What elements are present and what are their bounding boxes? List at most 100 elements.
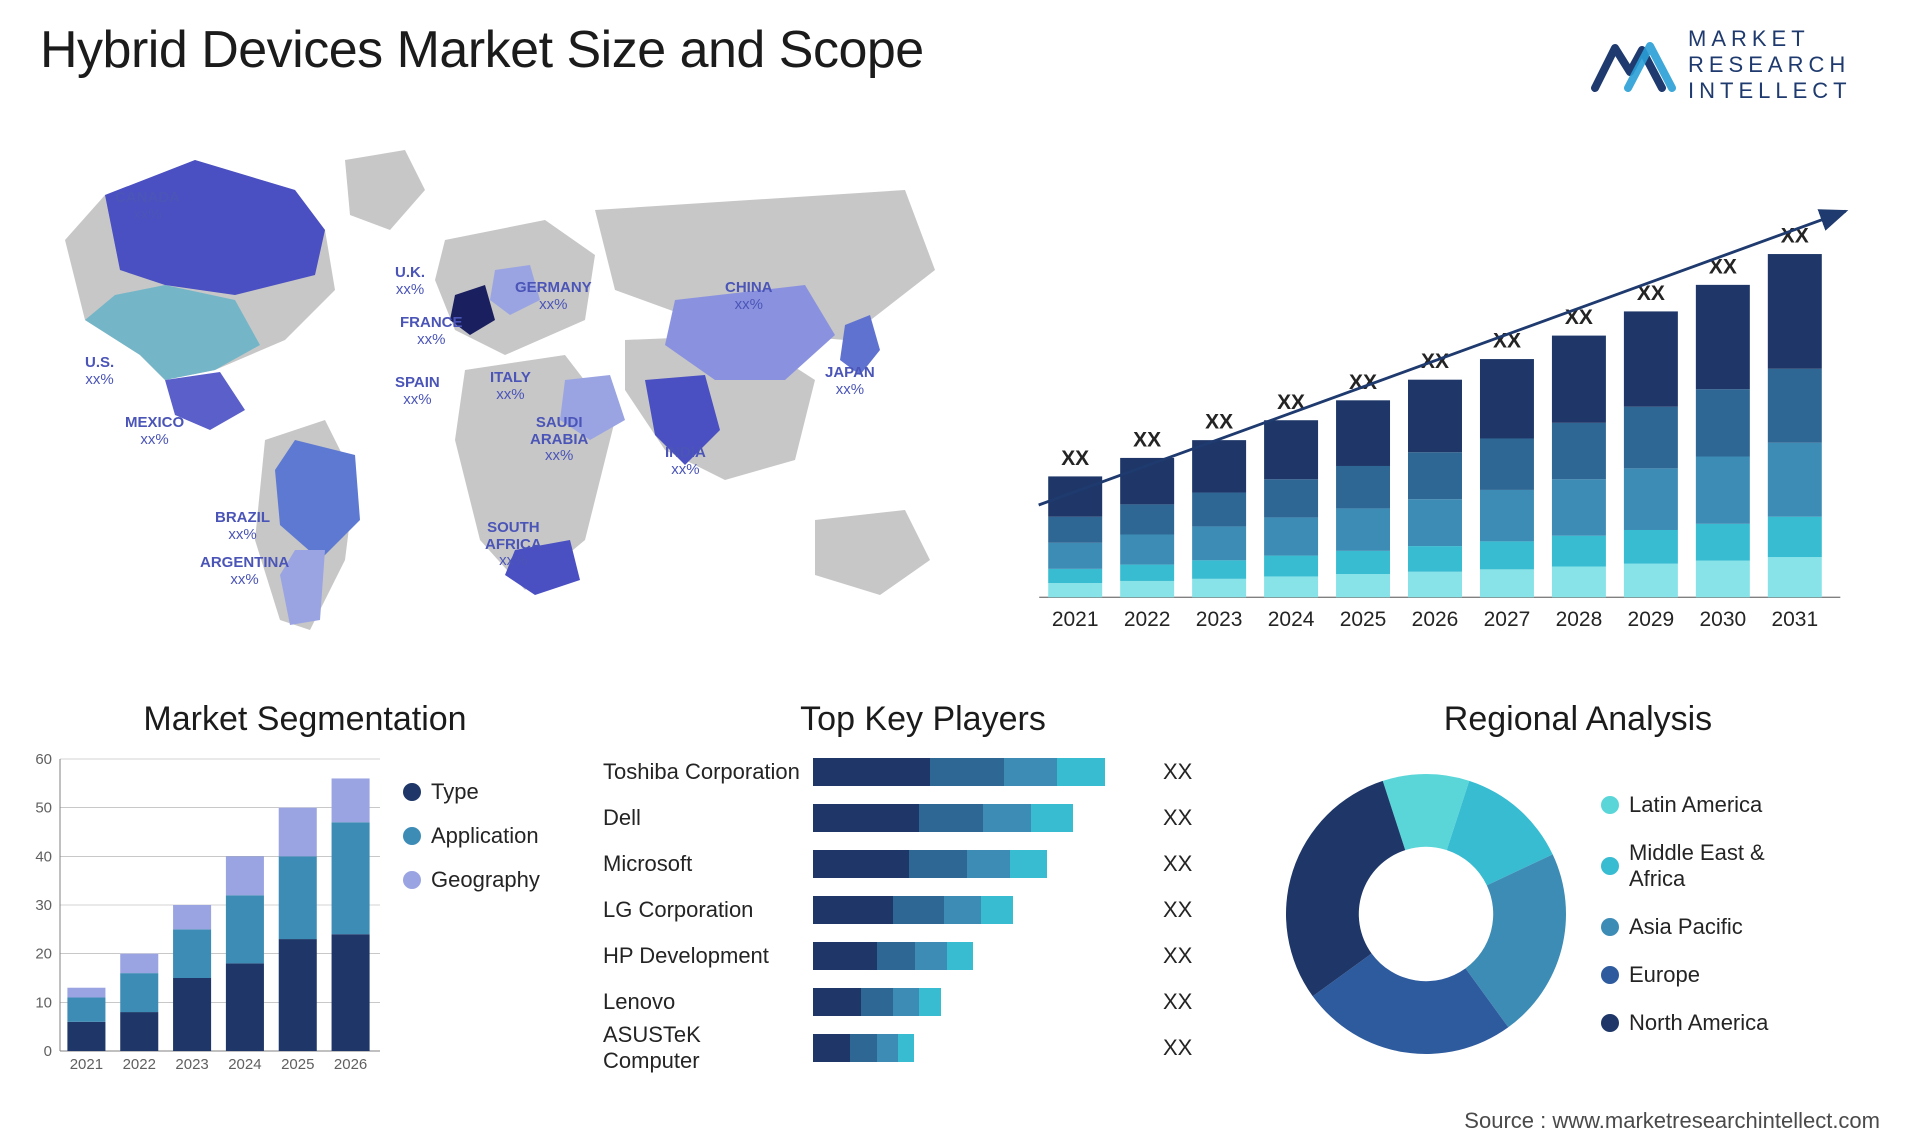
key-player-name: Microsoft [603, 851, 803, 877]
map-label: BRAZILxx% [215, 510, 270, 543]
map-label: U.S.xx% [85, 355, 114, 388]
regional-title: Regional Analysis [1261, 700, 1895, 739]
svg-text:2023: 2023 [1196, 608, 1243, 631]
key-player-name: Lenovo [603, 989, 803, 1015]
legend-swatch [1601, 966, 1619, 984]
svg-text:2026: 2026 [1412, 608, 1459, 631]
segmentation-chart: 0102030405060202120222023202420252026 [25, 749, 385, 1079]
bottom-row: Market Segmentation 01020304050602021202… [25, 700, 1895, 1110]
legend-swatch [403, 827, 421, 845]
key-player-bar [813, 988, 1153, 1016]
key-player-value: XX [1163, 943, 1192, 969]
regional-donut [1261, 749, 1591, 1079]
bar-segment [813, 896, 893, 924]
legend-item: Europe [1601, 962, 1809, 988]
segmentation-title: Market Segmentation [25, 700, 585, 739]
svg-text:60: 60 [35, 751, 52, 768]
key-player-value: XX [1163, 759, 1192, 785]
legend-swatch [403, 871, 421, 889]
bar-segment [850, 1034, 877, 1062]
map-label: SAUDIARABIAxx% [530, 415, 588, 465]
bar-segment [893, 988, 920, 1016]
map-label: MEXICOxx% [125, 415, 184, 448]
bar-segment [813, 850, 909, 878]
key-player-row: ASUSTeK ComputerXX [603, 1025, 1243, 1071]
bar-segment [967, 850, 1010, 878]
brand-logo: MARKETRESEARCHINTELLECT [1580, 20, 1880, 110]
svg-text:XX: XX [1061, 447, 1089, 470]
regional-panel: Regional Analysis Latin America Middle Ea… [1261, 700, 1895, 1110]
bar-segment [893, 896, 944, 924]
legend-label: Latin America [1629, 792, 1762, 818]
key-player-name: ASUSTeK Computer [603, 1022, 803, 1074]
legend-item: Application [403, 823, 540, 849]
legend-swatch [1601, 857, 1619, 875]
bar-segment [1057, 758, 1105, 786]
svg-text:XX: XX [1133, 428, 1161, 451]
bar-segment [813, 942, 877, 970]
svg-text:2024: 2024 [1268, 608, 1315, 631]
legend-label: Geography [431, 867, 540, 893]
legend-item: North America [1601, 1010, 1809, 1036]
svg-text:2029: 2029 [1628, 608, 1675, 631]
bar-segment [947, 942, 974, 970]
map-label: CHINAxx% [725, 280, 773, 313]
map-label: FRANCExx% [400, 315, 463, 348]
svg-text:40: 40 [35, 848, 52, 865]
map-label: SOUTHAFRICAxx% [485, 520, 542, 570]
key-player-row: Microsoft XX [603, 841, 1243, 887]
key-players-panel: Top Key Players Toshiba CorporationXXDel… [603, 700, 1243, 1110]
map-label: U.K.xx% [395, 265, 425, 298]
bar-segment [909, 850, 967, 878]
legend-label: Europe [1629, 962, 1700, 988]
key-player-value: XX [1163, 989, 1192, 1015]
legend-label: North America [1629, 1010, 1768, 1036]
svg-text:2027: 2027 [1484, 608, 1531, 631]
key-player-row: DellXX [603, 795, 1243, 841]
header: Hybrid Devices Market Size and Scope MAR… [25, 10, 1895, 120]
key-player-name: HP Development [603, 943, 803, 969]
key-player-bar [813, 1034, 1153, 1062]
legend-swatch [1601, 918, 1619, 936]
svg-text:2026: 2026 [334, 1056, 367, 1073]
legend-label: Application [431, 823, 539, 849]
bar-segment [813, 988, 861, 1016]
legend-swatch [1601, 1014, 1619, 1032]
svg-text:2030: 2030 [1700, 608, 1747, 631]
key-player-bar [813, 896, 1153, 924]
svg-text:XX: XX [1781, 225, 1809, 248]
growth-chart: XX2021XX2022XX2023XX2024XX2025XX2026XX20… [1015, 130, 1855, 645]
svg-text:10: 10 [35, 994, 52, 1011]
key-player-bar [813, 850, 1153, 878]
svg-text:2024: 2024 [228, 1056, 261, 1073]
svg-text:2021: 2021 [1052, 608, 1099, 631]
top-row: CANADAxx%U.S.xx%MEXICOxx%BRAZILxx%ARGENT… [25, 120, 1895, 675]
map-label: ITALYxx% [490, 370, 531, 403]
bar-segment [919, 804, 983, 832]
legend-item: Middle East & Africa [1601, 840, 1809, 892]
bar-segment [813, 1034, 850, 1062]
svg-text:20: 20 [35, 946, 52, 963]
bar-segment [981, 896, 1013, 924]
svg-text:2025: 2025 [281, 1056, 314, 1073]
key-player-row: HP Development XX [603, 933, 1243, 979]
bar-segment [898, 1034, 914, 1062]
svg-text:INTELLECT: INTELLECT [1688, 78, 1852, 103]
key-players-title: Top Key Players [603, 700, 1243, 739]
svg-text:RESEARCH: RESEARCH [1688, 52, 1850, 77]
bar-segment [1010, 850, 1047, 878]
key-player-bar [813, 804, 1153, 832]
key-player-name: LG Corporation [603, 897, 803, 923]
legend-item: Asia Pacific [1601, 914, 1809, 940]
key-player-value: XX [1163, 851, 1192, 877]
legend-item: Latin America [1601, 792, 1809, 818]
legend-item: Geography [403, 867, 540, 893]
regional-legend: Latin America Middle East & Africa Asia Pa… [1601, 792, 1809, 1036]
key-player-row: Toshiba CorporationXX [603, 749, 1243, 795]
legend-label: Middle East & Africa [1629, 840, 1809, 892]
source-footer: Source : www.marketresearchintellect.com [1464, 1108, 1880, 1134]
bar-segment [861, 988, 893, 1016]
svg-text:2022: 2022 [123, 1056, 156, 1073]
key-player-value: XX [1163, 805, 1192, 831]
bar-segment [1031, 804, 1074, 832]
